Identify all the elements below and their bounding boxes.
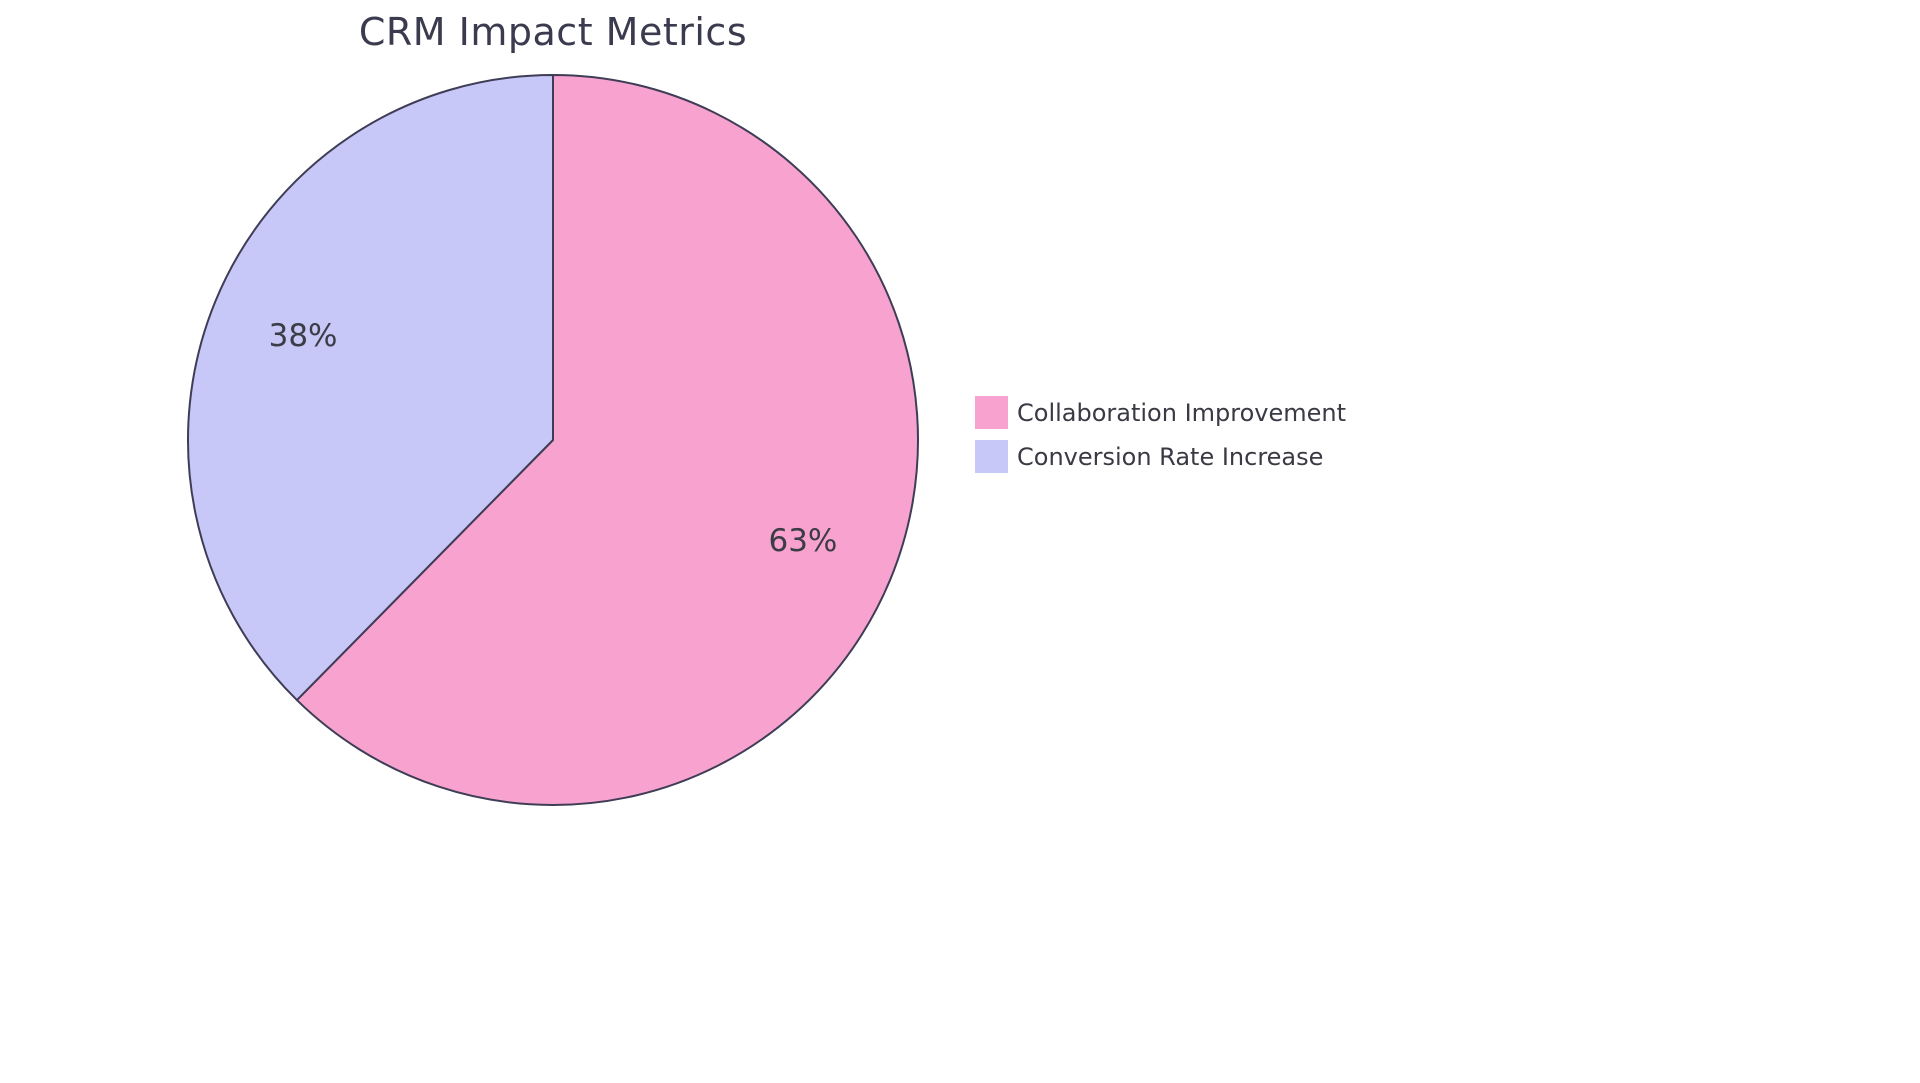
legend-item-collaboration-improvement: Collaboration Improvement	[975, 396, 1346, 429]
pie-slice-percent-label-1: 38%	[269, 318, 338, 354]
pie-slice-percent-label-0: 63%	[768, 523, 837, 559]
legend-label-conversion-rate-increase: Conversion Rate Increase	[1017, 442, 1324, 471]
pie-slice-1	[187, 74, 554, 702]
legend-item-conversion-rate-increase: Conversion Rate Increase	[975, 440, 1346, 473]
legend-label-collaboration-improvement: Collaboration Improvement	[1017, 398, 1347, 427]
chart-title: CRM Impact Metrics	[358, 10, 748, 54]
legend-swatch-collaboration-improvement	[975, 396, 1008, 429]
pie-slice-0	[295, 74, 919, 806]
legend-swatch-conversion-rate-increase	[975, 440, 1008, 473]
legend: Collaboration Improvement Conversion Rat…	[975, 396, 1346, 473]
